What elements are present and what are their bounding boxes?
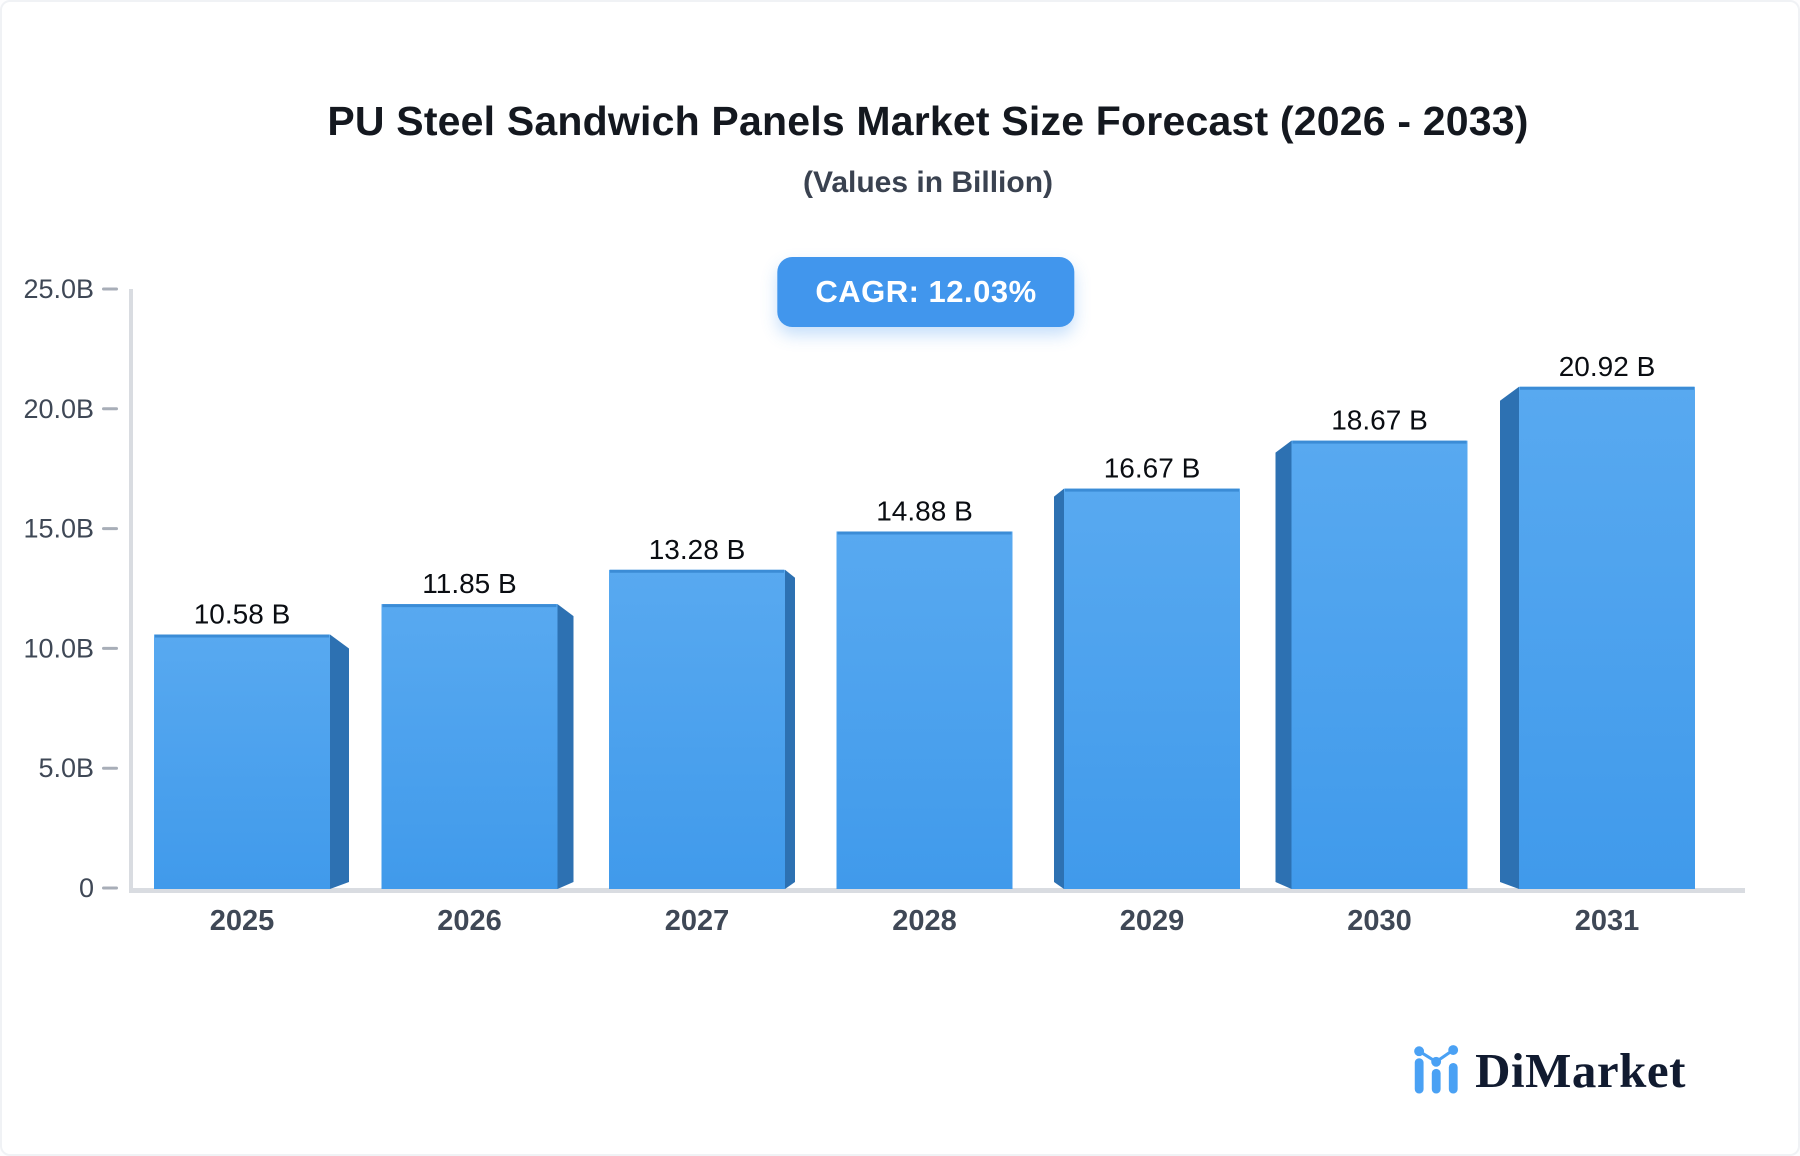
x-tick-label: 2027 [665,905,730,937]
bar-side [557,604,574,889]
brand-name: DiMarket [1475,1042,1686,1098]
bar-side [1500,386,1519,889]
bar-value-label: 14.88 B [876,495,973,526]
y-tick-dash [102,766,118,770]
bar-side [785,569,795,889]
bar-face[interactable] [1519,386,1695,889]
bar-face[interactable] [1291,440,1468,889]
bar-face[interactable] [1064,488,1240,889]
bar-value-label: 20.92 B [1559,351,1656,382]
y-tick-dash [102,407,118,411]
x-tick-label: 2029 [1120,905,1185,937]
bar-side [330,634,349,889]
bar-side [1054,488,1064,889]
bar-value-label: 11.85 B [422,568,516,599]
y-tick-dash [102,886,118,890]
bar-face[interactable] [381,604,558,889]
page-title: PU Steel Sandwich Panels Market Size For… [327,98,1529,144]
bar-value-label: 13.28 B [649,534,746,565]
y-tick-label: 0 [79,873,94,903]
cagr-badge: CAGR: 12.03% [777,257,1075,327]
brand-logo: DiMarket [1413,1038,1686,1102]
x-tick-label: 2028 [892,905,957,937]
bar-side [1275,440,1292,889]
bar-value-label: 18.67 B [1331,405,1428,436]
bar-value-label: 16.67 B [1104,453,1201,484]
x-axis-line [129,888,1745,893]
x-tick-label: 2025 [210,905,275,937]
y-axis-line [129,289,133,892]
bar-value-label: 10.58 B [194,599,291,630]
bar-face[interactable] [609,569,785,889]
y-tick-dash [102,646,118,650]
y-tick-label: 5.0B [38,753,94,783]
y-tick-label: 25.0B [23,274,94,304]
y-tick-dash [102,287,118,291]
bar-face[interactable] [154,634,330,889]
y-tick-label: 10.0B [23,633,94,663]
y-tick-label: 15.0B [23,514,94,544]
page-subtitle: (Values in Billion) [802,166,1054,199]
y-tick-label: 20.0B [23,394,94,424]
bar-face[interactable] [836,531,1013,889]
x-tick-label: 2030 [1347,905,1412,937]
x-tick-label: 2026 [437,905,502,937]
x-tick-label: 2031 [1575,905,1640,937]
mini-bar-line-chart-icon [1414,1045,1459,1094]
y-tick-dash [102,527,118,531]
